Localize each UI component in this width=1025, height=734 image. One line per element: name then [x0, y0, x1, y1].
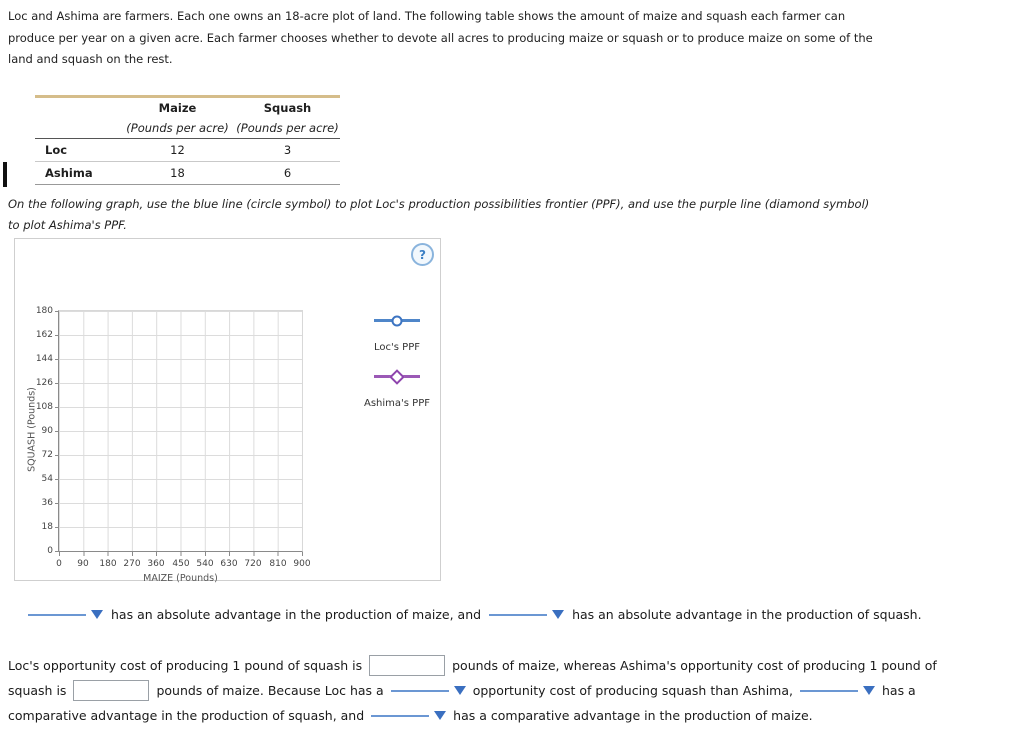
chevron-down-icon — [453, 686, 466, 695]
loc-maize-value: 12 — [120, 138, 235, 162]
y-axis-tick-label: 108 — [35, 402, 53, 412]
x-axis-tick-label: 720 — [244, 559, 262, 569]
chevron-down-icon — [552, 610, 565, 619]
y-axis-tick-label: 90 — [41, 426, 53, 436]
table-subheader-row: (Pounds per acre) (Pounds per acre) — [35, 118, 340, 139]
y-axis-tick-label: 126 — [35, 378, 53, 388]
production-table: Maize Squash (Pounds per acre) (Pounds p… — [35, 95, 340, 185]
x-axis-tick-marks — [59, 552, 303, 556]
ashima-squash-value: 6 — [235, 161, 340, 185]
graph-legend: Loc's PPF Ashima's PPF — [351, 315, 443, 409]
dropdown-blank — [799, 690, 858, 692]
chevron-down-icon — [434, 711, 447, 720]
diamond-marker-icon — [389, 368, 405, 385]
x-axis-tick-label: 180 — [99, 559, 117, 569]
question-opportunity-cost: Loc's opportunity cost of producing 1 po… — [8, 653, 937, 728]
intro-line: produce per year on a given acre. Each f… — [8, 30, 873, 45]
column-subheader-squash: (Pounds per acre) — [235, 118, 340, 139]
instruction-line: On the following graph, use the blue lin… — [8, 197, 870, 211]
column-header-maize: Maize — [158, 101, 197, 115]
y-axis-tick-marks — [55, 311, 59, 552]
question-absolute-advantage: has an absolute advantage in the product… — [28, 607, 1018, 622]
loc-squash-value: 3 — [235, 138, 340, 162]
opportunity-cost-comparison-dropdown[interactable] — [390, 686, 466, 695]
x-axis-tick-label: 540 — [196, 559, 214, 569]
intro-line: Loc and Ashima are farmers. Each one own… — [8, 9, 846, 23]
x-axis-tick-label: 360 — [147, 559, 165, 569]
question-line: comparative advantage in the production … — [8, 703, 937, 728]
question-text: has a comparative advantage in the produ… — [453, 708, 813, 723]
legend-label-loc: Loc's PPF — [374, 342, 420, 353]
y-axis-tick-label: 180 — [35, 306, 53, 316]
circle-marker-icon — [391, 315, 403, 326]
legend-loc-ppf[interactable]: Loc's PPF — [351, 315, 443, 353]
y-axis-tick-label: 72 — [41, 450, 53, 460]
loc-opportunity-cost-input[interactable] — [369, 655, 446, 676]
y-axis-tick-label: 0 — [47, 546, 53, 556]
x-axis-tick-label: 900 — [293, 559, 311, 569]
graph-instruction: On the following graph, use the blue lin… — [8, 194, 869, 236]
dropdown-blank — [371, 715, 430, 717]
dropdown-blank — [28, 614, 86, 616]
y-axis-tick-label: 54 — [41, 474, 53, 484]
dropdown-blank — [489, 614, 548, 616]
table-row: Ashima 18 6 — [35, 161, 340, 185]
graph-plot-area[interactable]: 180 162 144 126 108 90 72 54 36 18 0 0 9… — [27, 306, 311, 584]
question-text: has a — [881, 683, 916, 698]
x-axis-tick-label: 0 — [56, 559, 62, 569]
question-text: has an absolute advantage in the product… — [111, 607, 482, 622]
table-header-row: Maize Squash — [35, 97, 340, 119]
loc-ppf-line-swatch — [374, 315, 420, 326]
y-axis-tick-label: 144 — [35, 354, 53, 364]
y-axis-title: SQUASH (Pounds) — [26, 387, 38, 472]
chevron-down-icon — [862, 686, 875, 695]
y-axis-tick-label: 36 — [41, 498, 53, 508]
comparative-advantage-maize-dropdown[interactable] — [371, 711, 447, 720]
x-axis-title: MAIZE (Pounds) — [143, 573, 218, 584]
row-label-ashima: Ashima — [35, 161, 120, 185]
x-axis-tick-label: 630 — [220, 559, 238, 569]
ashima-opportunity-cost-input[interactable] — [73, 680, 150, 701]
question-text: pounds of maize. Because Loc has a — [156, 683, 384, 698]
y-axis-tick-label: 18 — [41, 522, 53, 532]
absolute-advantage-squash-dropdown[interactable] — [489, 610, 565, 619]
question-line: Loc's opportunity cost of producing 1 po… — [8, 653, 937, 678]
question-text: Loc's opportunity cost of producing 1 po… — [8, 658, 363, 673]
x-axis-tick-label: 270 — [123, 559, 141, 569]
table-row: Loc 12 3 — [35, 138, 340, 162]
graph-panel: ? 180 162 144 126 108 90 72 54 36 18 0 0… — [14, 238, 443, 584]
column-header-squash: Squash — [263, 101, 312, 115]
question-text: squash is — [8, 683, 67, 698]
question-text: opportunity cost of producing squash tha… — [472, 683, 793, 698]
x-axis-tick-label: 450 — [172, 559, 190, 569]
legend-ashima-ppf[interactable]: Ashima's PPF — [351, 368, 443, 409]
x-axis-tick-label: 810 — [269, 559, 287, 569]
x-axis-tick-label: 90 — [77, 559, 89, 569]
question-text: has an absolute advantage in the product… — [572, 607, 922, 622]
question-line: squash is pounds of maize. Because Loc h… — [8, 678, 937, 703]
row-label-loc: Loc — [35, 138, 120, 162]
intro-paragraph: Loc and Ashima are farmers. Each one own… — [8, 6, 873, 71]
instruction-line: to plot Ashima's PPF. — [8, 218, 127, 232]
ashima-ppf-line-swatch — [374, 368, 420, 385]
text-cursor — [3, 162, 7, 187]
y-axis-tick-label: 162 — [35, 330, 53, 340]
ashima-maize-value: 18 — [120, 161, 235, 185]
question-text: comparative advantage in the production … — [8, 708, 365, 723]
comparative-advantage-squash-dropdown[interactable] — [799, 686, 875, 695]
column-subheader-maize: (Pounds per acre) — [120, 118, 235, 139]
dropdown-blank — [390, 690, 449, 692]
absolute-advantage-maize-dropdown[interactable] — [28, 610, 103, 619]
chevron-down-icon — [91, 610, 103, 619]
legend-label-ashima: Ashima's PPF — [364, 398, 430, 409]
question-text: pounds of maize, whereas Ashima's opport… — [452, 658, 937, 673]
help-icon[interactable]: ? — [411, 243, 434, 266]
intro-line: land and squash on the rest. — [8, 52, 173, 66]
